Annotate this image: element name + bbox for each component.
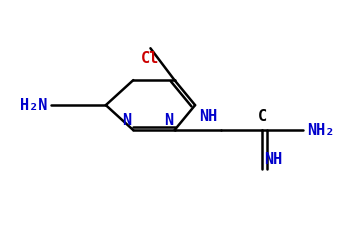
Text: N: N [122,113,132,128]
Text: NH: NH [264,151,282,167]
Text: N: N [164,113,173,128]
Text: Cl: Cl [141,51,159,65]
Text: NH₂: NH₂ [307,123,334,138]
Text: NH: NH [199,110,218,124]
Text: C: C [258,110,267,124]
Text: H₂N: H₂N [20,98,47,113]
